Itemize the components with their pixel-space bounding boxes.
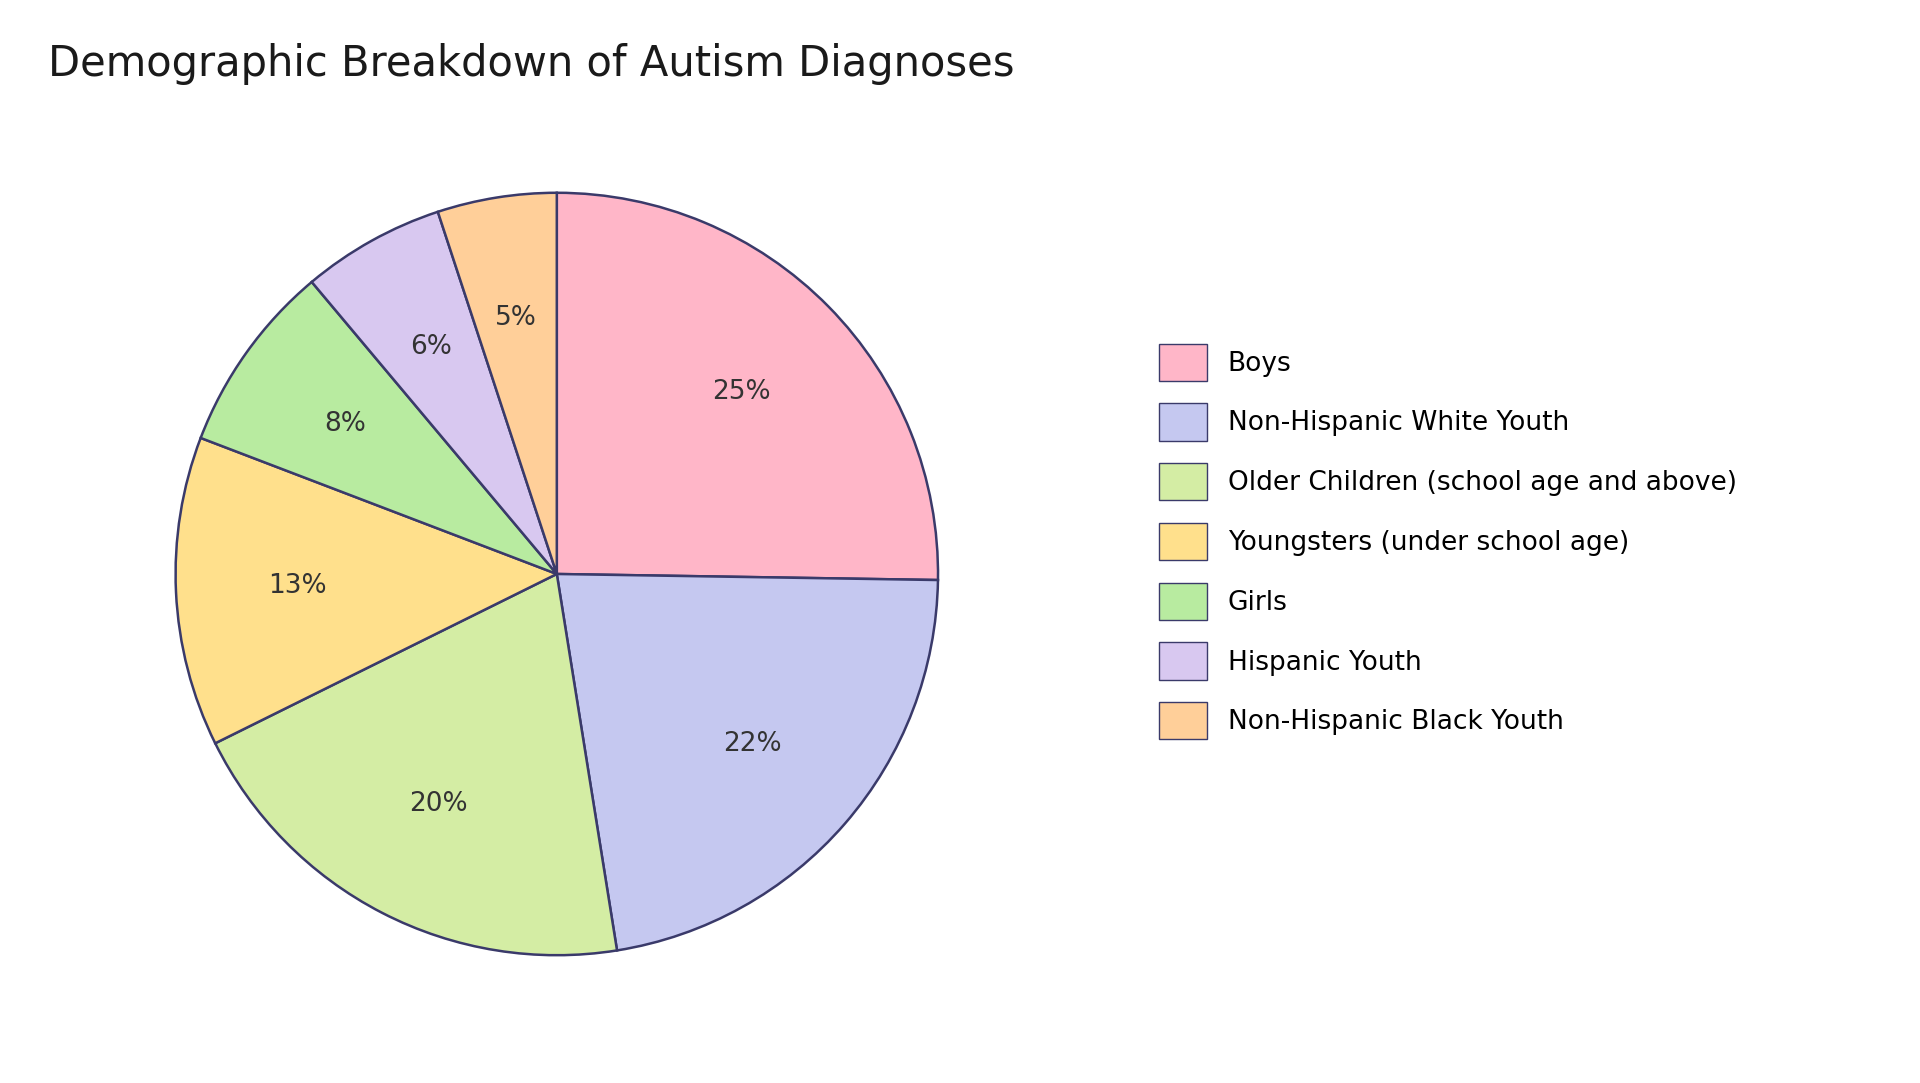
Text: 6%: 6% [409, 335, 451, 361]
Wedge shape [175, 438, 557, 743]
Wedge shape [438, 193, 557, 574]
Text: Demographic Breakdown of Autism Diagnoses: Demographic Breakdown of Autism Diagnose… [48, 43, 1014, 86]
Text: 25%: 25% [712, 379, 770, 405]
Wedge shape [215, 574, 616, 955]
Text: 20%: 20% [409, 792, 467, 818]
Wedge shape [202, 282, 557, 574]
Legend: Boys, Non-Hispanic White Youth, Older Children (school age and above), Youngster: Boys, Non-Hispanic White Youth, Older Ch… [1146, 330, 1749, 753]
Wedge shape [311, 212, 557, 574]
Text: 22%: 22% [724, 731, 781, 757]
Wedge shape [557, 574, 939, 951]
Text: 13%: 13% [269, 573, 326, 599]
Text: 8%: 8% [324, 410, 367, 436]
Wedge shape [557, 193, 939, 580]
Text: 5%: 5% [495, 305, 538, 331]
